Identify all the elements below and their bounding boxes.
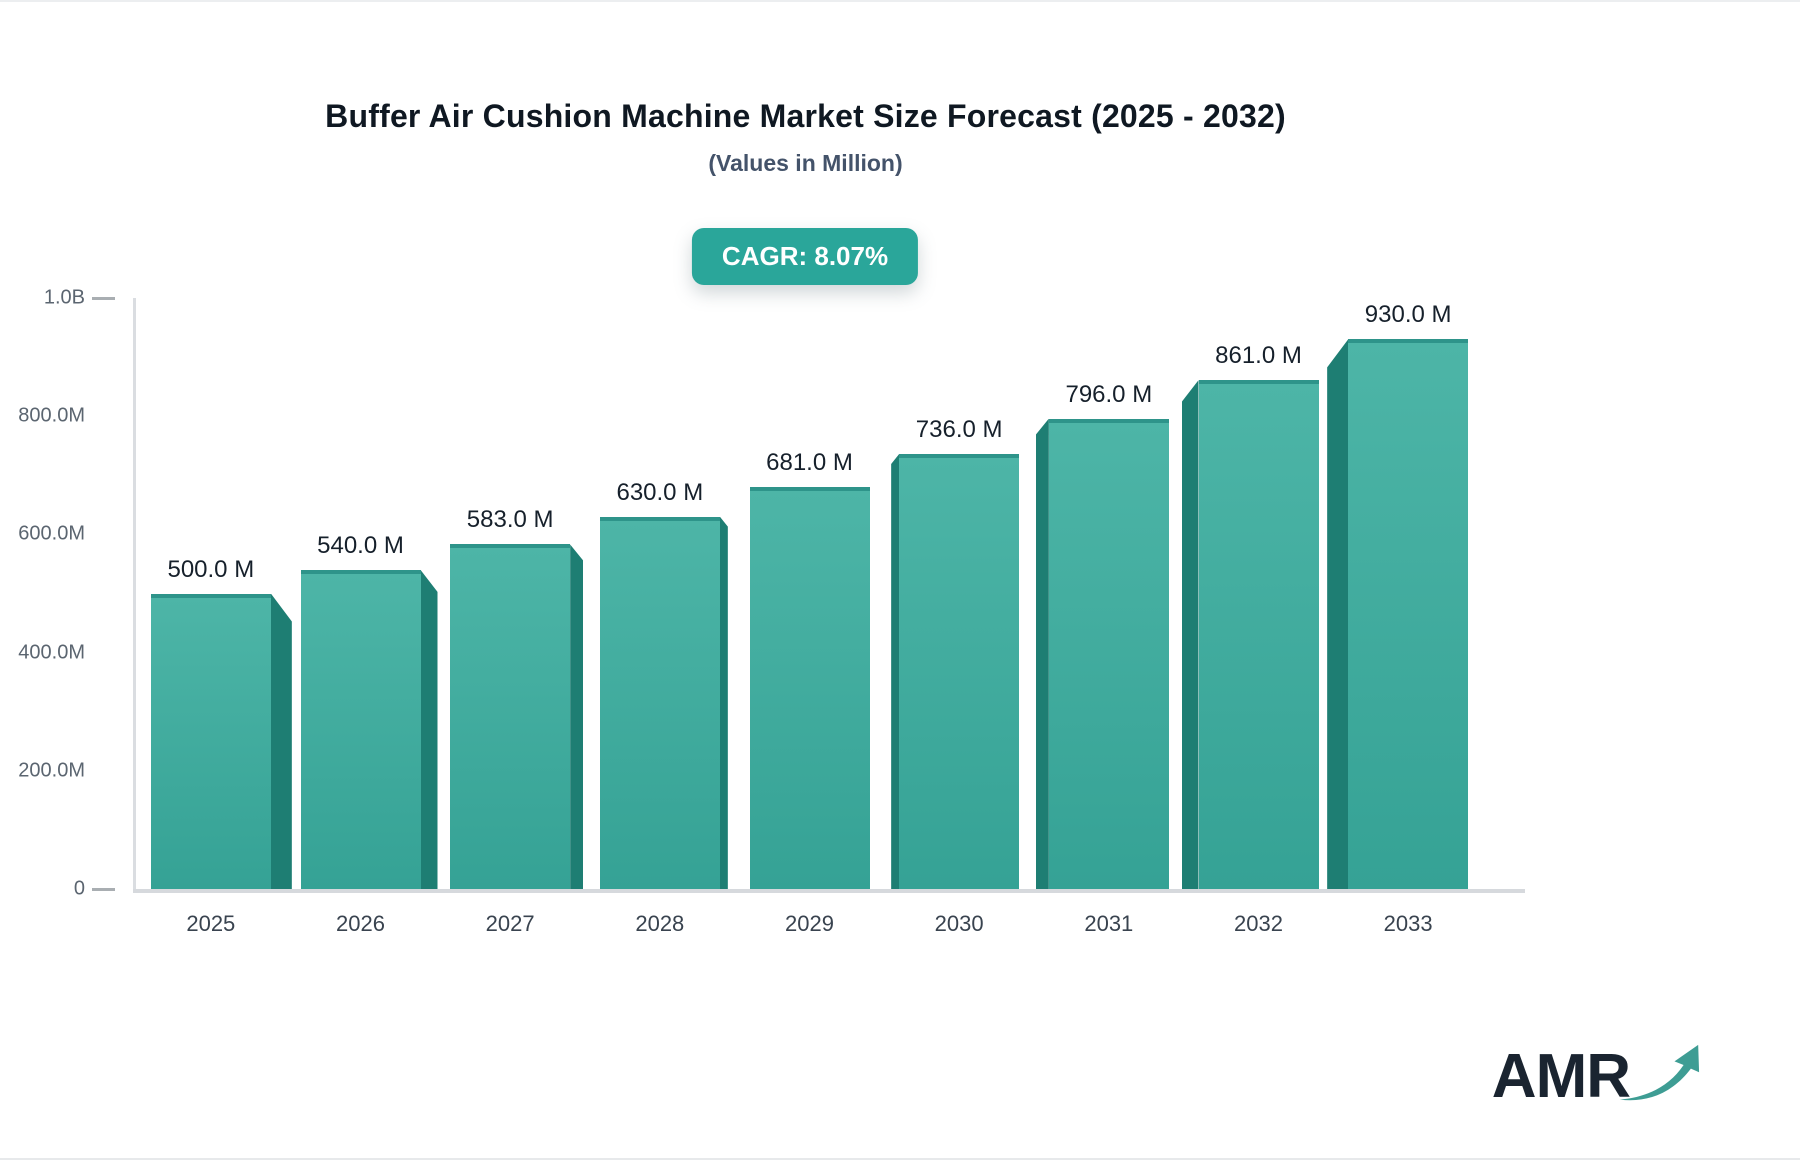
bar-2032: [1198, 380, 1319, 889]
x-axis-label: 2032: [1234, 911, 1283, 936]
y-axis-label: 200.0M: [18, 759, 85, 782]
bar-side-2033: [1327, 339, 1349, 889]
bar-2029: [749, 486, 870, 889]
x-axis-label: 2030: [934, 911, 984, 936]
bar-side-2031: [1035, 418, 1049, 889]
bar-value-label: 736.0 M: [915, 416, 1003, 444]
x-axis-line: [133, 889, 1525, 893]
bar-2025: [150, 593, 271, 889]
x-axis-label: 2025: [186, 911, 236, 936]
bar-value-label: 500.0 M: [167, 555, 255, 583]
bar-side-2027: [570, 544, 584, 889]
bar-2030: [899, 454, 1020, 889]
x-axis-label: 2028: [635, 911, 685, 936]
cagr-badge: CAGR: 8.07%: [691, 228, 919, 285]
bar-value-label: 540.0 M: [317, 531, 404, 559]
logo-text: AMR: [1491, 1042, 1631, 1111]
bar-2033: [1348, 339, 1469, 889]
bar-value-label: 681.0 M: [766, 448, 853, 476]
bar-side-2030: [891, 454, 900, 889]
x-axis-label: 2031: [1084, 911, 1134, 936]
brand-logo: AMR: [1491, 1042, 1700, 1111]
y-axis-label: 800.0M: [18, 404, 85, 427]
plot-area: 1.0B 800.0M 600.0M 400.0M 200.0M 0 500.0 M 2025…: [18, 287, 1525, 936]
x-axis-label: 2033: [1383, 911, 1433, 936]
y-axis-label: 0: [73, 877, 85, 900]
bar-value-label: 796.0 M: [1065, 380, 1153, 408]
y-axis-tick: [92, 888, 115, 891]
bar-side-2032: [1181, 380, 1199, 889]
bar-side-2028: [719, 516, 728, 889]
bar-2031: [1048, 418, 1169, 889]
bar-2027: [450, 544, 571, 889]
bar-value-label: 630.0 M: [616, 478, 704, 506]
x-axis-label: 2027: [485, 911, 535, 936]
y-axis-label: 400.0M: [18, 641, 85, 664]
bar-2028: [599, 516, 720, 889]
x-axis-label: 2029: [785, 911, 834, 936]
chart-subtitle: (Values in Million): [708, 150, 903, 176]
growth-arrow-icon: [1619, 1044, 1700, 1101]
bar-side-2025: [270, 593, 292, 889]
x-axis-label: 2026: [336, 911, 385, 936]
bar-value-label: 583.0 M: [466, 506, 554, 534]
bar-side-2026: [420, 569, 438, 889]
bar-value-label: 930.0 M: [1364, 301, 1452, 329]
bar-2026: [300, 569, 421, 889]
y-axis-label: 600.0M: [18, 522, 85, 545]
chart-title: Buffer Air Cushion Machine Market Size F…: [325, 98, 1286, 134]
y-axis-tick: [92, 297, 115, 300]
y-axis-label: 1.0B: [43, 286, 85, 309]
bar-value-label: 861.0 M: [1215, 342, 1302, 370]
